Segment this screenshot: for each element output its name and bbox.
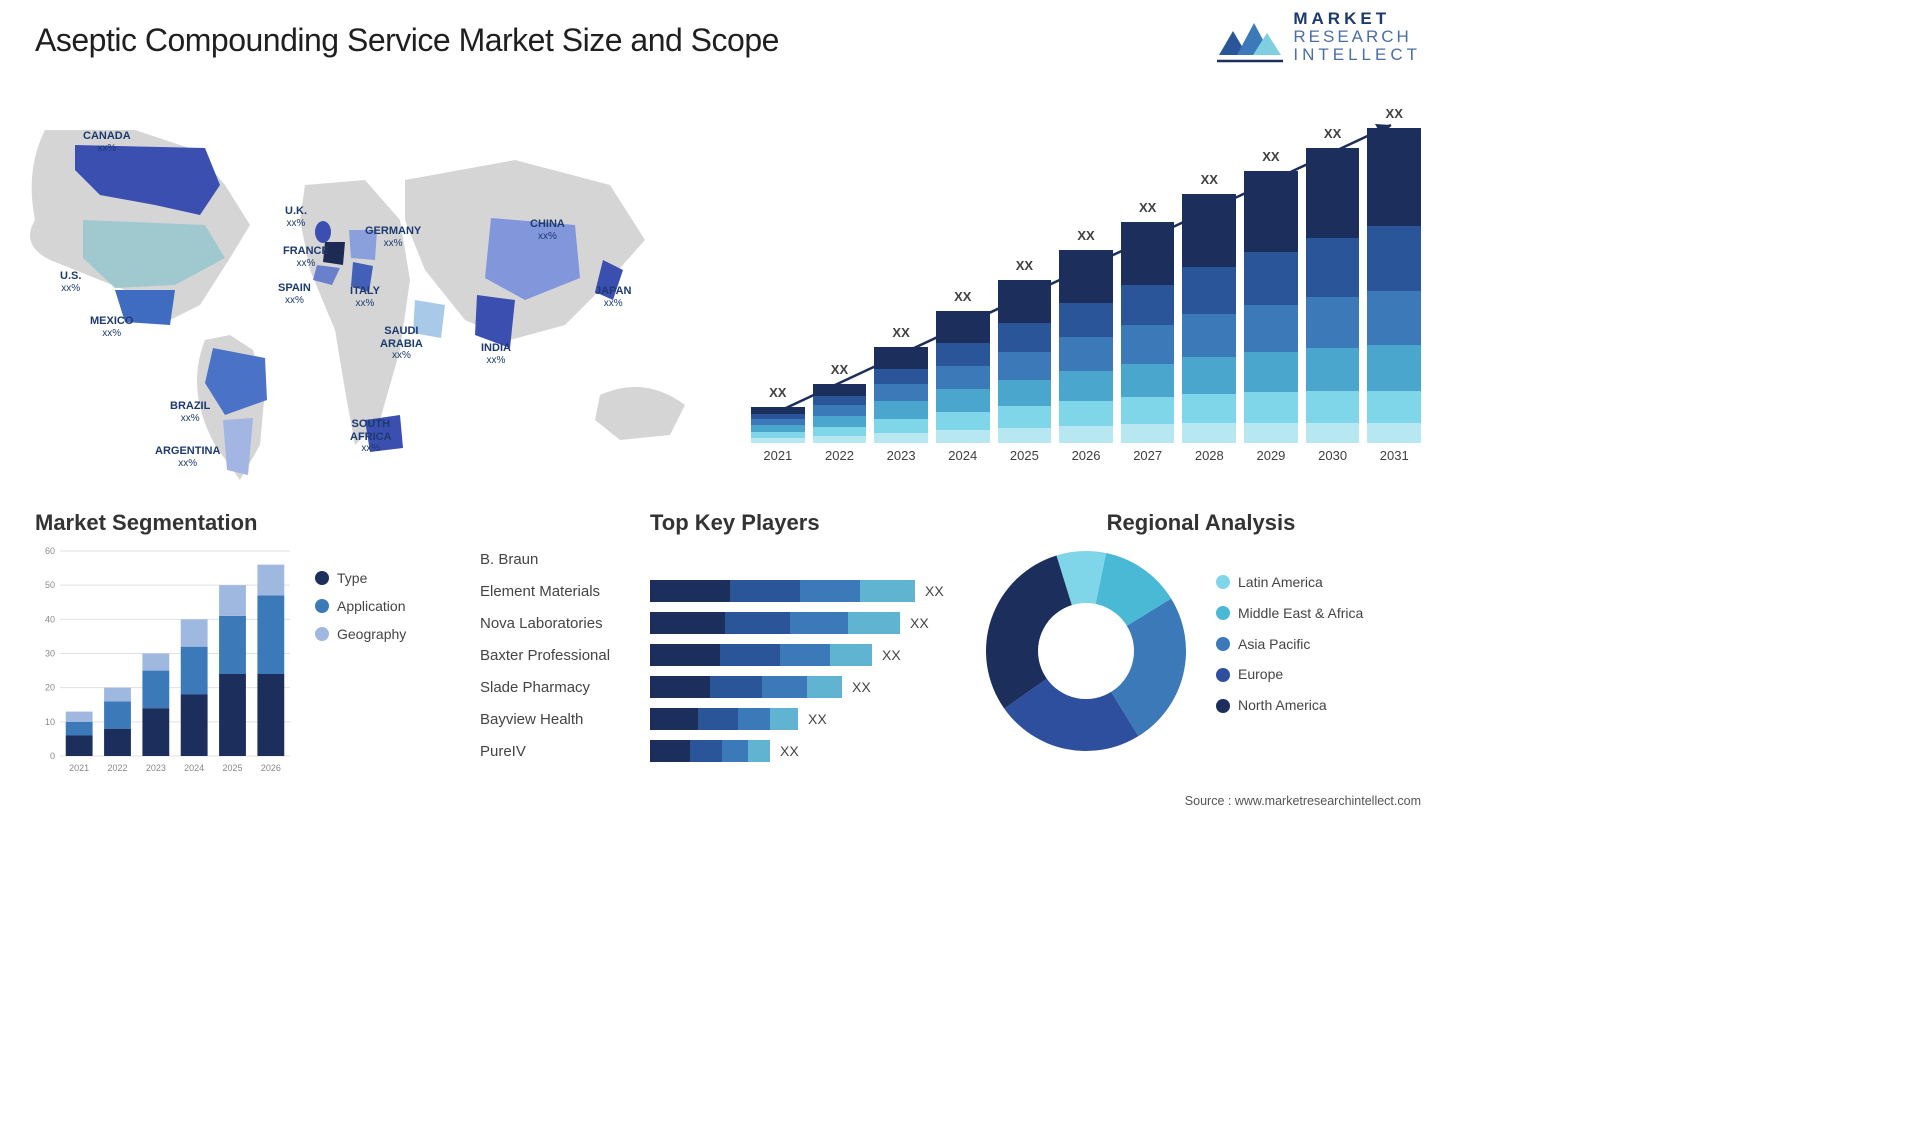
svg-text:2024: 2024 [184,763,204,773]
forecast-bar: XX2029 [1244,171,1298,463]
segmentation-chart: 0 10 20 30 40 50 60 2021 2022 2023 2024 2025 2026 [35,546,295,776]
svg-text:10: 10 [45,717,55,727]
segmentation-legend: Type Application Geography [315,570,406,654]
svg-text:2025: 2025 [222,763,242,773]
legend-item: Type [315,570,406,586]
legend-item: Europe [1216,666,1363,683]
player-row: Bayview HealthXX [480,706,980,732]
svg-text:2023: 2023 [146,763,166,773]
map-label: INDIAxx% [481,342,511,366]
forecast-bar: XX2021 [751,407,805,463]
forecast-chart: XX2021XX2022XX2023XX2024XX2025XX2026XX20… [751,90,1421,485]
map-label: FRANCExx% [283,245,329,269]
players-section: Top Key Players B. Braun Element Material… [480,510,980,770]
map-label: ARGENTINAxx% [155,445,220,469]
legend-item: Application [315,598,406,614]
map-label: CANADAxx% [83,130,131,154]
svg-text:2026: 2026 [261,763,281,773]
svg-text:0: 0 [50,751,55,761]
players-title: Top Key Players [650,510,980,536]
logo-mark-icon [1217,11,1283,63]
map-label: ITALYxx% [350,285,380,309]
forecast-bar: XX2026 [1059,250,1113,463]
map-label: CHINAxx% [530,218,565,242]
svg-text:40: 40 [45,614,55,624]
map-label: U.K.xx% [285,205,307,229]
legend-item: Asia Pacific [1216,636,1363,653]
svg-text:2021: 2021 [69,763,89,773]
map-label: MEXICOxx% [90,315,133,339]
player-row: Slade PharmacyXX [480,674,980,700]
player-row: Baxter ProfessionalXX [480,642,980,668]
player-row: PureIVXX [480,738,980,764]
region-section: Regional Analysis Latin America Middle Ea… [981,510,1421,756]
map-label: GERMANYxx% [365,225,421,249]
world-map: CANADAxx% U.S.xx% MEXICOxx% BRAZILxx% ARGENT… [5,90,715,490]
map-label: SAUDIARABIAxx% [380,325,423,362]
region-title: Regional Analysis [981,510,1421,536]
legend-item: North America [1216,697,1363,714]
legend-item: Latin America [1216,574,1363,591]
page-title: Aseptic Compounding Service Market Size … [35,22,779,59]
forecast-bar: XX2031 [1367,128,1421,463]
svg-text:30: 30 [45,649,55,659]
player-row: B. Braun [480,546,980,572]
forecast-bar: XX2025 [998,280,1052,463]
map-label: BRAZILxx% [170,400,210,424]
forecast-bar: XX2023 [874,347,928,463]
logo-text-2: RESEARCH [1293,28,1421,46]
brand-logo: MARKET RESEARCH INTELLECT [1217,10,1421,64]
legend-item: Geography [315,626,406,642]
logo-text-1: MARKET [1293,10,1421,28]
map-label: U.S.xx% [60,270,81,294]
svg-text:20: 20 [45,683,55,693]
svg-text:50: 50 [45,580,55,590]
map-label: JAPANxx% [595,285,631,309]
legend-item: Middle East & Africa [1216,605,1363,622]
forecast-bar: XX2030 [1306,148,1360,463]
source-text: Source : www.marketresearchintellect.com [1185,794,1421,808]
segmentation-title: Market Segmentation [35,510,465,536]
svg-text:60: 60 [45,546,55,556]
donut-chart [981,546,1191,756]
forecast-bar: XX2028 [1182,194,1236,463]
logo-text-3: INTELLECT [1293,46,1421,64]
forecast-bar: XX2024 [936,311,990,463]
segmentation-section: Market Segmentation 0 10 20 30 40 50 60 2021 202… [35,510,465,776]
map-label: SPAINxx% [278,282,311,306]
player-row: Nova LaboratoriesXX [480,610,980,636]
region-legend: Latin America Middle East & Africa Asia Pa… [1216,574,1363,728]
forecast-bar: XX2022 [813,384,867,463]
map-label: SOUTHAFRICAxx% [350,418,392,455]
svg-text:2022: 2022 [107,763,127,773]
player-row: Element MaterialsXX [480,578,980,604]
forecast-bar: XX2027 [1121,222,1175,463]
